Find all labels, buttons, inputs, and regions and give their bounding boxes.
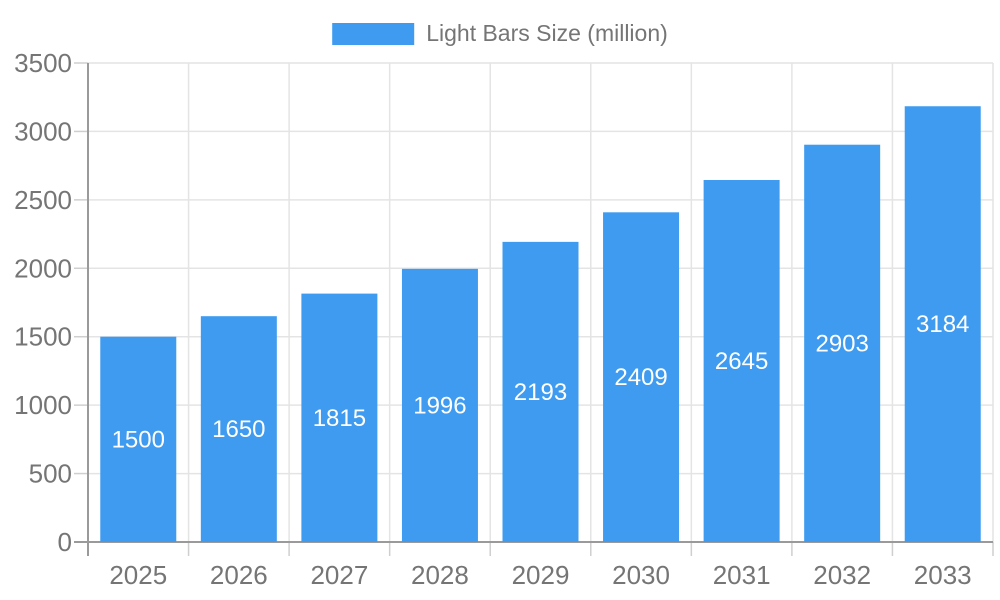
- y-axis-tick-label: 0: [58, 527, 72, 557]
- y-axis-tick-label: 2000: [14, 253, 72, 283]
- x-axis-tick-label: 2033: [914, 560, 972, 590]
- bar[interactable]: [904, 106, 981, 542]
- x-axis-tick-label: 2032: [813, 560, 871, 590]
- bar-value-label: 1500: [112, 426, 165, 453]
- y-axis-tick-label: 1500: [14, 322, 72, 352]
- x-axis-tick-label: 2026: [210, 560, 268, 590]
- bar-value-label: 1650: [212, 416, 265, 443]
- bar-value-label: 1996: [413, 392, 466, 419]
- x-axis-tick-label: 2031: [713, 560, 771, 590]
- bar-value-label: 2193: [514, 379, 567, 406]
- bar[interactable]: [200, 316, 277, 542]
- x-axis-tick-label: 2027: [310, 560, 368, 590]
- y-axis-tick-label: 1000: [14, 390, 72, 420]
- bar-value-label: 2409: [614, 364, 667, 391]
- bar[interactable]: [401, 268, 478, 542]
- bar[interactable]: [100, 336, 177, 542]
- x-axis-tick-label: 2025: [109, 560, 167, 590]
- legend[interactable]: Light Bars Size (million): [332, 20, 668, 47]
- bar-value-label: 2903: [815, 330, 868, 357]
- bar[interactable]: [502, 241, 579, 542]
- y-axis-tick-label: 2500: [14, 185, 72, 215]
- x-axis-tick-label: 2029: [512, 560, 570, 590]
- bar[interactable]: [804, 144, 881, 542]
- y-axis-tick-label: 3000: [14, 116, 72, 146]
- legend-label: Light Bars Size (million): [426, 20, 668, 46]
- y-axis-tick-label: 3500: [14, 48, 72, 78]
- y-axis-tick-label: 500: [29, 459, 72, 489]
- x-axis-tick-label: 2030: [612, 560, 670, 590]
- bar[interactable]: [301, 293, 378, 542]
- legend-swatch-icon: [332, 22, 415, 45]
- bar-value-label: 2645: [715, 348, 768, 375]
- bar[interactable]: [603, 212, 680, 542]
- bar-value-label: 3184: [916, 311, 969, 338]
- bar[interactable]: [703, 180, 780, 542]
- bar-value-label: 1815: [313, 405, 366, 432]
- x-axis-tick-label: 2028: [411, 560, 469, 590]
